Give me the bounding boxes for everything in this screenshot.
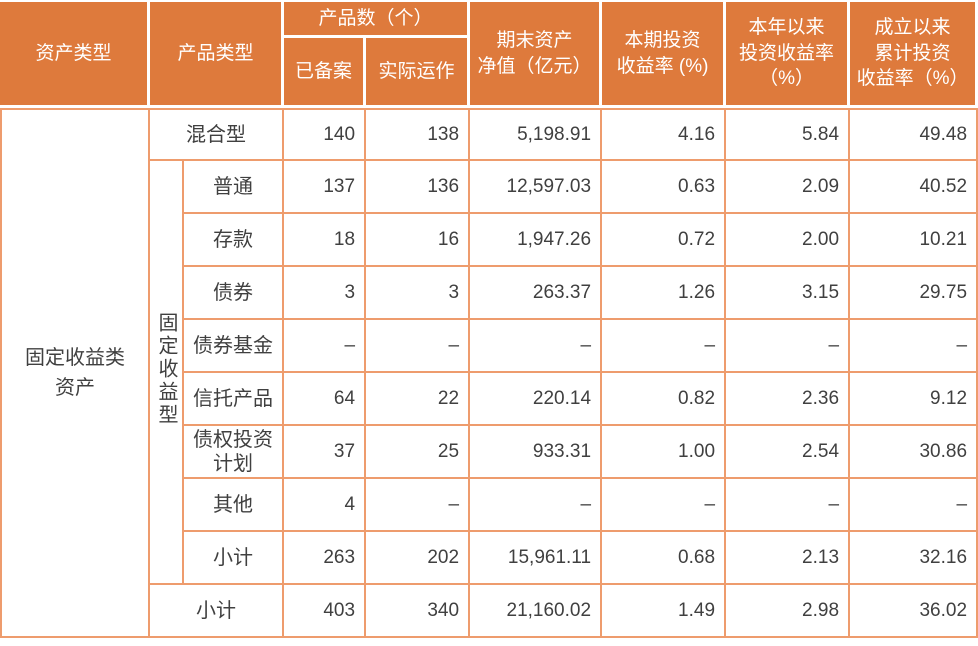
cumulative-return-cell: 36.02 <box>850 585 978 638</box>
cumulative-return-cell: 32.16 <box>850 532 978 585</box>
header-current-return: 本期投资 收益率 (%) <box>602 2 727 108</box>
current-return-cell: 1.49 <box>602 585 727 638</box>
current-return-cell: 1.00 <box>602 426 727 479</box>
cumulative-return-cell: 40.52 <box>850 161 978 214</box>
ytd-return-cell: 2.36 <box>726 373 851 426</box>
row-label-cell: 其他 <box>184 479 285 532</box>
cumulative-return-cell: – <box>850 320 978 373</box>
cumulative-return-cell: 49.48 <box>850 108 978 161</box>
ytd-return-cell: 2.09 <box>726 161 851 214</box>
header-product-count: 产品数（个） <box>284 2 471 38</box>
fixed-income-group-cell: 固定收益型 <box>150 161 184 585</box>
registered-cell: 3 <box>284 267 367 320</box>
operating-cell: 25 <box>366 426 471 479</box>
table-row: 固定收益型 普通 137 136 12,597.03 0.63 2.09 40.… <box>0 161 978 585</box>
nav-cell: 5,198.91 <box>470 108 603 161</box>
header-registered: 已备案 <box>284 38 367 108</box>
current-return-cell: – <box>602 320 727 373</box>
operating-cell: – <box>366 479 471 532</box>
row-label-cell: 混合型 <box>150 108 285 161</box>
fixed-income-group-label: 固定收益型 <box>155 312 177 427</box>
table-row: 存款 18 16 1,947.26 0.72 2.00 10.21 <box>0 214 978 267</box>
current-return-cell: 4.16 <box>602 108 727 161</box>
ytd-return-cell: 5.84 <box>726 108 851 161</box>
table-row: 债券 3 3 263.37 1.26 3.15 29.75 <box>0 267 978 320</box>
ytd-return-cell: 3.15 <box>726 267 851 320</box>
operating-cell: 3 <box>366 267 471 320</box>
table-row: 债权投资 计划 37 25 933.31 1.00 2.54 30.86 <box>0 426 978 479</box>
registered-cell: 4 <box>284 479 367 532</box>
registered-cell: – <box>284 320 367 373</box>
nav-cell: – <box>470 479 603 532</box>
row-label-cell: 存款 <box>184 214 285 267</box>
header-nav: 期末资产 净值（亿元） <box>470 2 603 108</box>
nav-cell: 15,961.11 <box>470 532 603 585</box>
ytd-return-cell: 2.00 <box>726 214 851 267</box>
table-row: 信托产品 64 22 220.14 0.82 2.36 9.12 <box>0 373 978 426</box>
table-header: 资产类型 产品类型 产品数（个） 期末资产 净值（亿元） 本期投资 收益率 (%… <box>0 2 978 108</box>
operating-cell: 340 <box>366 585 471 638</box>
current-return-cell: 1.26 <box>602 267 727 320</box>
header-operating: 实际运作 <box>366 38 471 108</box>
operating-cell: 22 <box>366 373 471 426</box>
registered-cell: 140 <box>284 108 367 161</box>
row-label-cell: 债券 <box>184 267 285 320</box>
current-return-cell: – <box>602 479 727 532</box>
ytd-return-cell: 2.54 <box>726 426 851 479</box>
nav-cell: 933.31 <box>470 426 603 479</box>
ytd-return-cell: 2.98 <box>726 585 851 638</box>
table-row: 小计 263 202 15,961.11 0.68 2.13 32.16 <box>0 532 978 585</box>
nav-cell: 12,597.03 <box>470 161 603 214</box>
nav-cell: – <box>470 320 603 373</box>
nav-cell: 1,947.26 <box>470 214 603 267</box>
current-return-cell: 0.63 <box>602 161 727 214</box>
row-label-cell: 债券基金 <box>184 320 285 373</box>
ytd-return-cell: 2.13 <box>726 532 851 585</box>
nav-cell: 263.37 <box>470 267 603 320</box>
row-label-cell: 普通 <box>184 161 285 214</box>
cumulative-return-cell: 10.21 <box>850 214 978 267</box>
cumulative-return-cell: 30.86 <box>850 426 978 479</box>
nav-cell: 21,160.02 <box>470 585 603 638</box>
cumulative-return-cell: 9.12 <box>850 373 978 426</box>
row-label-cell: 信托产品 <box>184 373 285 426</box>
registered-cell: 137 <box>284 161 367 214</box>
registered-cell: 64 <box>284 373 367 426</box>
operating-cell: 202 <box>366 532 471 585</box>
current-return-cell: 0.68 <box>602 532 727 585</box>
table-body: 固定收益类 资产 混合型 140 138 5,198.91 4.16 5.84 … <box>0 108 978 638</box>
row-label-cell: 小计 <box>184 532 285 585</box>
table-row: 小计 403 340 21,160.02 1.49 2.98 36.02 <box>0 585 978 638</box>
cumulative-return-cell: – <box>850 479 978 532</box>
header-asset-type: 资产类型 <box>0 2 150 108</box>
operating-cell: 16 <box>366 214 471 267</box>
table-row: 其他 4 – – – – – <box>0 479 978 532</box>
operating-cell: 138 <box>366 108 471 161</box>
registered-cell: 263 <box>284 532 367 585</box>
current-return-cell: 0.72 <box>602 214 727 267</box>
registered-cell: 37 <box>284 426 367 479</box>
row-label-cell: 小计 <box>150 585 285 638</box>
header-cumulative-return: 成立以来 累计投资 收益率（%） <box>850 2 978 108</box>
table-row: 固定收益类 资产 混合型 140 138 5,198.91 4.16 5.84 … <box>0 108 978 638</box>
asset-type-cell: 固定收益类 资产 <box>0 108 150 638</box>
operating-cell: 136 <box>366 161 471 214</box>
registered-cell: 403 <box>284 585 367 638</box>
header-product-type: 产品类型 <box>150 2 285 108</box>
table-row: 债券基金 – – – – – – <box>0 320 978 373</box>
current-return-cell: 0.82 <box>602 373 727 426</box>
row-label-cell: 债权投资 计划 <box>184 426 285 479</box>
cumulative-return-cell: 29.75 <box>850 267 978 320</box>
header-ytd-return: 本年以来 投资收益率 （%） <box>726 2 851 108</box>
ytd-return-cell: – <box>726 320 851 373</box>
registered-cell: 18 <box>284 214 367 267</box>
nav-cell: 220.14 <box>470 373 603 426</box>
operating-cell: – <box>366 320 471 373</box>
ytd-return-cell: – <box>726 479 851 532</box>
